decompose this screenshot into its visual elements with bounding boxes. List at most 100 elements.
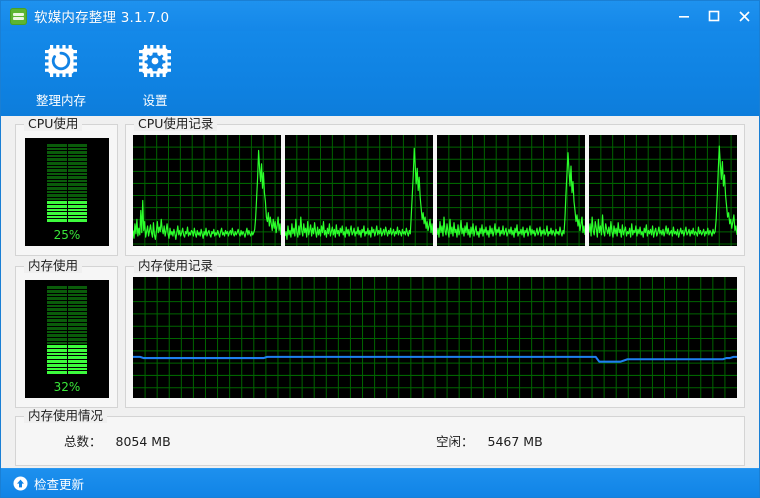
cpu-usage-group: CPU使用 25% <box>15 117 118 256</box>
cpu-meter-segments <box>47 143 87 222</box>
meter-segment <box>67 190 87 194</box>
meter-segment <box>47 158 67 161</box>
meter-segment <box>67 315 87 319</box>
meter-segment <box>47 219 67 222</box>
cpu-history-legend: CPU使用记录 <box>134 117 218 131</box>
meter-segment <box>67 208 87 212</box>
meter-segment <box>47 367 67 371</box>
meter-segment <box>47 205 67 208</box>
meter-column <box>67 143 87 222</box>
meter-segment <box>47 326 67 330</box>
meter-segment <box>47 337 67 341</box>
meter-segment <box>47 172 67 176</box>
memory-info-group: 内存使用情况 总数： 8054 MB 空闲： 5467 MB <box>15 409 745 466</box>
meter-segment <box>47 349 67 352</box>
meter-segment <box>67 212 87 215</box>
cpu-history-panel-3 <box>589 135 737 246</box>
toolbar-button-clean-memory[interactable]: 整理内存 <box>21 37 101 109</box>
memory-history-legend: 内存使用记录 <box>134 259 218 273</box>
meter-segment <box>67 183 87 187</box>
memory-info-row: 总数： 8054 MB 空闲： 5467 MB <box>16 431 744 451</box>
app-green-ram-icon <box>10 7 27 25</box>
cpu-history-panel-1 <box>285 135 433 246</box>
meter-segment <box>67 334 87 337</box>
close-button[interactable] <box>729 1 759 31</box>
meter-segment <box>67 172 87 176</box>
memory-total: 总数： 8054 MB <box>64 431 171 450</box>
meter-segment <box>67 352 87 356</box>
meter-segment <box>67 154 87 158</box>
meter-segment <box>67 337 87 341</box>
meter-segment <box>67 169 87 172</box>
window-title: 软媒内存整理 3.1.7.0 <box>34 10 170 26</box>
cpu-usage-percent: 25% <box>53 228 81 242</box>
meter-segment <box>47 334 67 337</box>
meter-segment <box>47 169 67 172</box>
meter-segment <box>67 308 87 312</box>
meter-segment <box>67 293 87 297</box>
memory-free-value: 5467 MB <box>487 434 543 449</box>
status-bar: 检查更新 <box>1 468 759 497</box>
meter-segment <box>47 212 67 215</box>
toolbar-label-clean-memory: 整理内存 <box>35 93 86 108</box>
cpu-usage-legend: CPU使用 <box>24 117 83 131</box>
meter-segment <box>67 176 87 179</box>
title-bar: 软媒内存整理 3.1.7.0 <box>1 1 759 31</box>
memory-chip-gear-icon <box>135 41 175 81</box>
meter-segment <box>47 215 67 219</box>
meter-segment <box>67 360 87 363</box>
meter-segment <box>47 360 67 363</box>
meter-segment <box>67 345 87 349</box>
memory-usage-meter: 32% <box>25 280 109 398</box>
check-update-link[interactable]: 检查更新 <box>34 476 85 492</box>
maximize-button[interactable] <box>699 1 729 31</box>
meter-segment <box>67 297 87 300</box>
meter-segment <box>47 208 67 212</box>
meter-segment <box>47 297 67 300</box>
meter-segment <box>47 187 67 190</box>
meter-segment <box>47 190 67 194</box>
meter-segment <box>47 371 67 374</box>
meter-segment <box>67 363 87 367</box>
toolbar-button-settings[interactable]: 设置 <box>115 37 195 109</box>
meter-column <box>67 286 87 374</box>
meter-segment <box>47 286 67 289</box>
arrow-up-circle-icon <box>13 476 28 491</box>
meter-segment <box>47 183 67 187</box>
meter-column <box>47 143 67 222</box>
meter-segment <box>47 201 67 205</box>
meter-column <box>47 286 67 374</box>
meter-segment <box>67 151 87 154</box>
meter-segment <box>47 289 67 293</box>
meter-segment <box>67 201 87 205</box>
meter-segment <box>67 205 87 208</box>
window-controls <box>669 1 759 31</box>
minimize-button[interactable] <box>669 1 699 31</box>
memory-info-legend: 内存使用情况 <box>24 409 108 423</box>
meter-segment <box>67 319 87 323</box>
meter-segment <box>47 161 67 165</box>
memory-history-group: 内存使用记录 <box>125 259 745 408</box>
meter-segment <box>67 161 87 165</box>
cpu-history-graphs <box>133 135 737 246</box>
memory-free: 空闲： 5467 MB <box>436 431 543 450</box>
meter-segment <box>67 300 87 304</box>
meter-segment <box>47 345 67 349</box>
meter-segment <box>67 349 87 352</box>
meter-segment <box>47 176 67 179</box>
meter-segment <box>67 219 87 222</box>
meter-segment <box>47 356 67 360</box>
meter-segment <box>67 158 87 161</box>
meter-segment <box>47 319 67 323</box>
main-content: CPU使用 25% CPU使用记录 内存使用 32% 内存使用记录 内存 <box>1 116 759 468</box>
meter-segment <box>67 371 87 374</box>
meter-segment <box>47 304 67 308</box>
memory-chip-refresh-icon <box>41 41 81 81</box>
meter-segment <box>47 323 67 326</box>
cpu-history-panel-0 <box>133 135 281 246</box>
meter-segment <box>47 363 67 367</box>
meter-segment <box>47 154 67 158</box>
memory-meter-segments <box>47 286 87 374</box>
meter-segment <box>47 293 67 297</box>
